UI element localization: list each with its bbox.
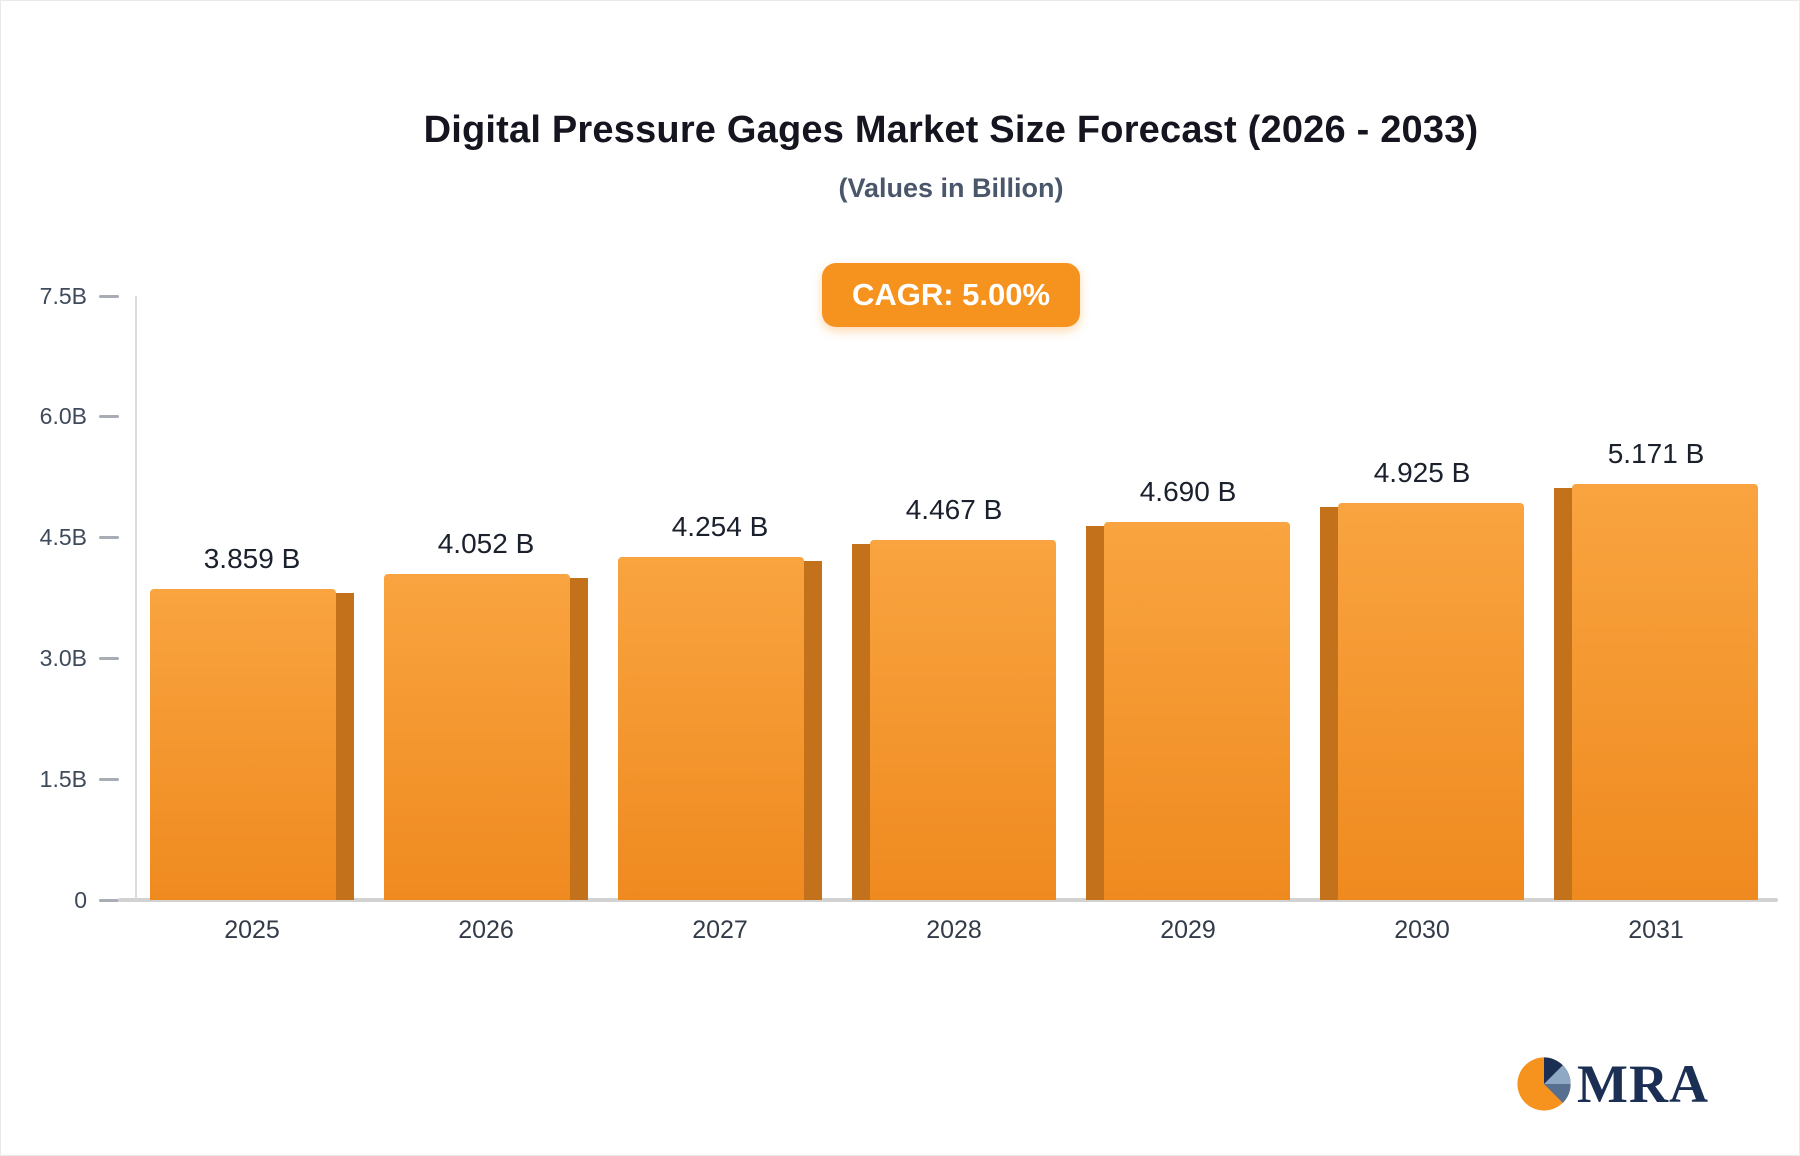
y-tick: 7.5B: [1, 282, 131, 310]
y-axis-line: [135, 296, 137, 900]
x-axis-line: [118, 898, 1778, 902]
y-axis: 0 1.5B 3.0B 4.5B 6.0B 7.5B: [1, 283, 131, 913]
bar-group: 4.052 B: [384, 296, 588, 900]
bar-value-label: 4.467 B: [905, 494, 1003, 526]
y-tick: 6.0B: [1, 403, 131, 431]
mra-logo: MRA: [1515, 1053, 1709, 1115]
x-axis-label: 2027: [692, 916, 748, 944]
bar: [384, 573, 570, 900]
y-tick-mark: [99, 536, 119, 540]
bar-group: 4.690 B: [1086, 296, 1290, 900]
bar: [1338, 503, 1524, 900]
bar-side-shade: [570, 577, 588, 900]
bar-value-label: 4.254 B: [671, 511, 769, 543]
x-axis-label: 2029: [1160, 916, 1216, 944]
bar-side-shade: [852, 544, 870, 900]
chart-plot: 3.859 B 4.052 B 4.254 B 4.467 B 4.690 B 4.925…: [135, 296, 1773, 900]
x-axis-label: 2031: [1628, 916, 1684, 944]
bar: [870, 540, 1056, 900]
cagr-badge-band: CAGR: 5.00%: [101, 263, 1799, 327]
y-tick-mark: [99, 898, 119, 902]
bar-side-shade: [336, 593, 354, 900]
y-tick: 1.5B: [1, 765, 131, 793]
bar-group: 3.859 B: [150, 296, 354, 900]
bar-value-label: 5.171 B: [1607, 437, 1705, 469]
mra-logo-text: MRA: [1577, 1054, 1709, 1114]
bar: [1572, 483, 1758, 900]
bar: [1104, 522, 1290, 900]
y-tick: 0: [1, 886, 131, 914]
mra-logo-pie-icon: [1517, 1057, 1571, 1111]
bar-value-label: 3.859 B: [203, 543, 301, 575]
y-tick-label: 3.0B: [39, 644, 87, 671]
chart-title: Digital Pressure Gages Market Size Forec…: [423, 109, 1479, 151]
bar-value-label: 4.690 B: [1139, 476, 1237, 508]
bar-side-shade: [1320, 507, 1338, 900]
x-axis-label: 2025: [224, 916, 280, 944]
bar-group: 5.171 B: [1554, 296, 1758, 900]
bar-value-label: 4.925 B: [1373, 457, 1471, 489]
y-tick-label: 7.5B: [39, 282, 87, 309]
chart-subtitle: (Values in Billion): [838, 173, 1064, 203]
y-tick: 4.5B: [1, 524, 131, 552]
y-tick-label: 0: [74, 886, 87, 913]
bar: [150, 589, 336, 900]
bar-group: 4.467 B: [852, 296, 1056, 900]
x-axis-labels: 2025 2026 2027 2028 2029 2030 2031: [135, 916, 1773, 956]
bar-side-shade: [804, 561, 822, 900]
y-tick-mark: [99, 294, 119, 298]
y-tick-mark: [99, 777, 119, 781]
y-tick-mark: [99, 415, 119, 419]
y-tick-label: 4.5B: [39, 524, 87, 551]
y-tick-mark: [99, 656, 119, 660]
bar: [618, 557, 804, 900]
y-tick-label: 1.5B: [39, 765, 87, 792]
bar-side-shade: [1086, 526, 1104, 900]
bar-value-label: 4.052 B: [437, 527, 535, 559]
y-tick: 3.0B: [1, 644, 131, 672]
bar-side-shade: [1554, 487, 1572, 900]
cagr-badge: CAGR: 5.00%: [821, 263, 1081, 327]
bar-group: 4.925 B: [1320, 296, 1524, 900]
x-axis-label: 2028: [926, 916, 982, 944]
y-tick-label: 6.0B: [39, 403, 87, 430]
x-axis-label: 2030: [1394, 916, 1450, 944]
bar-group: 4.254 B: [618, 296, 822, 900]
x-axis-label: 2026: [458, 916, 514, 944]
